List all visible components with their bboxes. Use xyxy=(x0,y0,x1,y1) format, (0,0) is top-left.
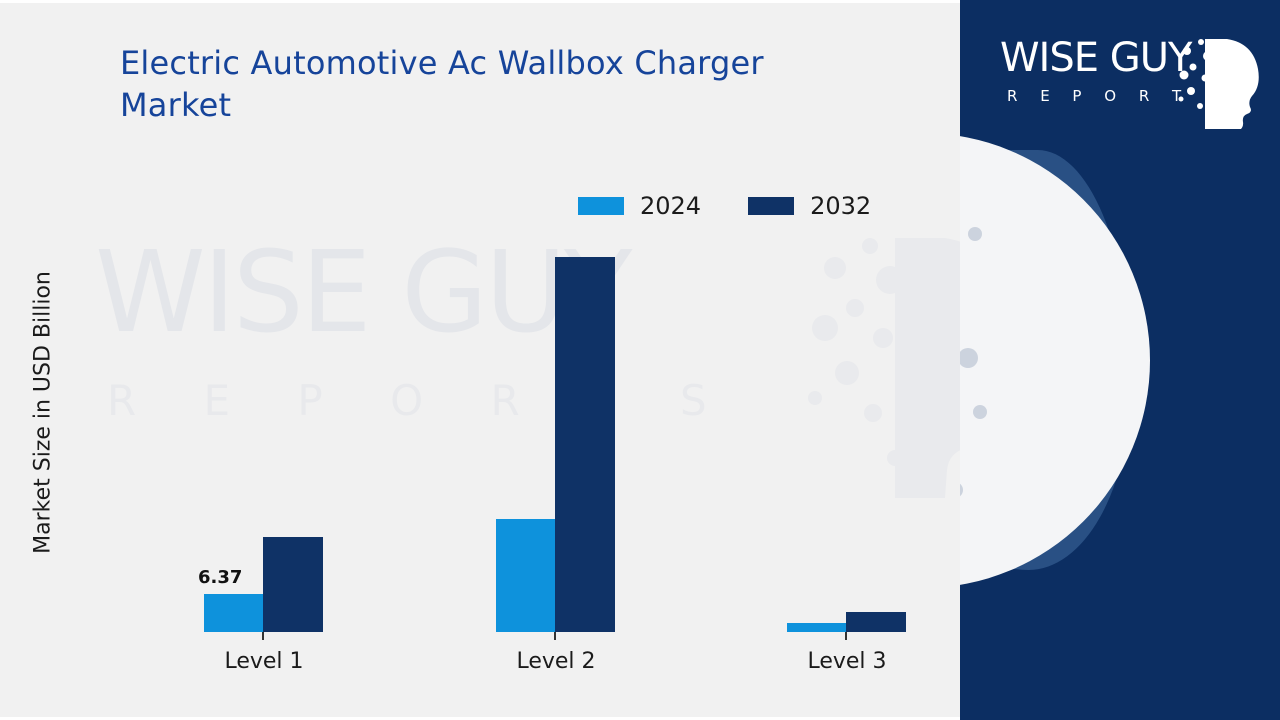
x-tick-level-1 xyxy=(262,632,264,640)
bar-level-1-2032[interactable] xyxy=(263,536,323,632)
logo-head-profile-icon xyxy=(1178,39,1259,129)
bar-level-2-2024[interactable] xyxy=(496,519,556,632)
chart-legend: 2024 2032 xyxy=(578,194,871,218)
legend-item-2024[interactable]: 2024 xyxy=(578,194,701,218)
bar-level-3-2024[interactable] xyxy=(787,623,847,632)
legend-swatch-2032 xyxy=(748,197,795,215)
legend-swatch-2024 xyxy=(578,197,624,215)
bar-level-1-2024[interactable] xyxy=(204,594,264,632)
plot-area: 6.37 Level 1 Level 2 Level 3 xyxy=(96,180,926,674)
bar-level-3-2032[interactable] xyxy=(846,611,906,632)
bar-level-2-2032[interactable] xyxy=(555,257,615,632)
legend-item-2032[interactable]: 2032 xyxy=(748,194,871,218)
logo-reports-text: R E P O R T S xyxy=(1007,87,1223,105)
brand-logo: WISE GUY R E P O R T S xyxy=(1000,35,1260,130)
legend-label-2032: 2032 xyxy=(810,192,872,220)
brand-side-panel xyxy=(960,0,1280,720)
y-axis-label: Market Size in USD Billion xyxy=(30,271,56,554)
bar-group-level-1: 6.37 Level 1 xyxy=(198,180,323,674)
chart-background-panel xyxy=(0,3,963,717)
bar-group-level-3: Level 3 xyxy=(787,180,906,674)
bar-value-level-1-2024: 6.37 xyxy=(198,567,243,589)
page-title: Electric Automotive Ac Wallbox Charger M… xyxy=(120,44,764,124)
dot-pattern-graphic xyxy=(960,227,987,497)
x-tick-level-2 xyxy=(554,632,556,640)
x-label-level-3: Level 3 xyxy=(807,649,887,674)
logo-wise-guy-text: WISE GUY xyxy=(1000,35,1192,81)
x-label-level-1: Level 1 xyxy=(224,649,304,674)
x-tick-level-3 xyxy=(845,632,847,640)
legend-label-2024: 2024 xyxy=(640,192,702,220)
bar-group-level-2: Level 2 xyxy=(496,180,615,674)
x-label-level-2: Level 2 xyxy=(516,649,596,674)
